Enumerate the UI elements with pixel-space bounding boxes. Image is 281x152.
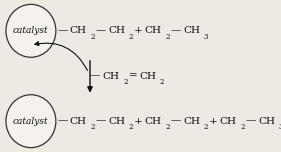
Text: CH: CH <box>219 117 237 126</box>
Text: catalyst: catalyst <box>13 26 49 35</box>
Text: +: + <box>134 117 143 126</box>
Text: CH: CH <box>70 26 87 35</box>
Text: 2: 2 <box>129 33 133 41</box>
Text: CH: CH <box>145 117 162 126</box>
Text: CH: CH <box>108 26 125 35</box>
Text: —: — <box>57 117 67 126</box>
Text: CH: CH <box>139 71 156 81</box>
Text: 3: 3 <box>203 33 208 41</box>
Text: —: — <box>96 117 106 126</box>
Text: 2: 2 <box>160 78 164 86</box>
Text: CH: CH <box>258 117 275 126</box>
Text: CH: CH <box>108 117 125 126</box>
Text: 2: 2 <box>90 33 95 41</box>
Text: —: — <box>246 117 256 126</box>
Ellipse shape <box>6 95 56 148</box>
Text: catalyst: catalyst <box>13 117 49 126</box>
Text: +: + <box>209 117 218 126</box>
Text: =: = <box>128 71 137 81</box>
Text: CH: CH <box>70 117 87 126</box>
Text: —: — <box>57 26 67 35</box>
Text: 2: 2 <box>90 123 95 131</box>
Text: —: — <box>96 26 106 35</box>
Text: 2: 2 <box>240 123 244 131</box>
Text: 2: 2 <box>165 123 170 131</box>
Text: CH: CH <box>103 71 119 81</box>
Text: +: + <box>134 26 143 35</box>
Ellipse shape <box>6 4 56 57</box>
Text: CH: CH <box>183 117 200 126</box>
Text: CH: CH <box>183 26 200 35</box>
Text: 3: 3 <box>278 123 281 131</box>
Text: —: — <box>90 71 100 81</box>
Text: CH: CH <box>145 26 162 35</box>
Text: —: — <box>171 26 181 35</box>
Text: 2: 2 <box>129 123 133 131</box>
Text: 2: 2 <box>123 78 128 86</box>
Text: 2: 2 <box>165 33 170 41</box>
Text: —: — <box>171 117 181 126</box>
Text: 2: 2 <box>203 123 208 131</box>
